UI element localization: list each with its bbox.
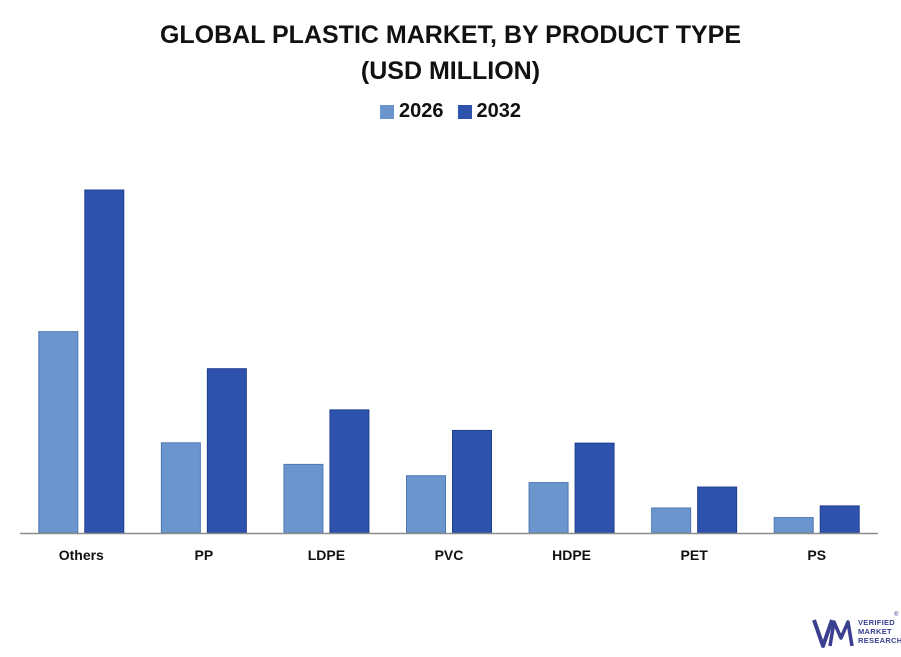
bar-2026-ldpe [283, 463, 324, 534]
bar-2032-hdpe [574, 442, 615, 534]
logo-line3: RESEARCH [858, 636, 901, 645]
bar-2032-others [84, 189, 125, 534]
x-tick-label: LDPE [308, 547, 345, 563]
logo-line2: MARKET [858, 627, 892, 636]
logo-line1: VERIFIED [858, 618, 895, 627]
chart-title-line1: GLOBAL PLASTIC MARKET, BY PRODUCT TYPE [159, 21, 742, 49]
bar-2026-ps [773, 517, 814, 534]
legend-item-2032: 2032 [457, 100, 522, 123]
logo-registered-mark: ® [894, 612, 899, 618]
x-tick-label: PP [195, 547, 214, 563]
bar-2026-pp [160, 442, 201, 534]
legend-swatch-2032 [457, 104, 472, 119]
bar-2032-ldpe [329, 409, 370, 534]
vmr-logo-icon [812, 619, 854, 648]
verified-market-research-logo: VERIFIED MARKET RESEARCH ® [812, 612, 901, 652]
bar-2026-others [38, 331, 79, 534]
bar-2032-pet [697, 486, 738, 534]
bar-2026-pet [651, 507, 692, 534]
x-tick-label: PVC [435, 547, 464, 563]
legend-label-2026: 2026 [399, 100, 444, 122]
bar-2026-hdpe [528, 482, 569, 534]
x-tick-label: HDPE [552, 547, 591, 563]
logo-text: VERIFIED MARKET RESEARCH [858, 618, 901, 645]
bar-2032-pp [206, 368, 247, 534]
x-tick-label: PET [681, 547, 709, 563]
bar-2032-ps [819, 505, 860, 534]
x-tick-label: Others [59, 547, 104, 563]
chart-title-line2: (USD MILLION) [360, 57, 541, 85]
legend: 2026 2032 [0, 100, 901, 123]
bar-2032-pvc [452, 429, 492, 534]
bar-2026-pvc [406, 475, 446, 534]
legend-item-2026: 2026 [380, 100, 444, 123]
legend-label-2032: 2032 [476, 100, 522, 122]
legend-swatch-2026 [380, 104, 394, 119]
x-tick-label: PS [807, 547, 826, 563]
